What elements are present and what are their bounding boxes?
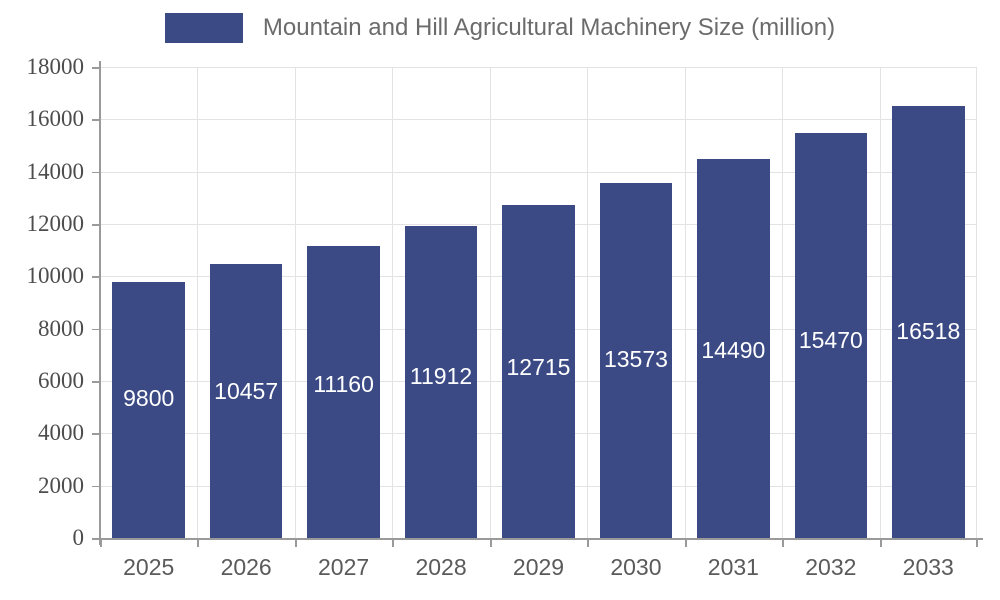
- gridline-horizontal: [100, 171, 977, 173]
- gridline-vertical: [197, 67, 198, 538]
- x-axis-tick-label: 2031: [707, 554, 759, 580]
- gridline-vertical: [295, 67, 296, 538]
- bar[interactable]: [502, 205, 575, 538]
- x-axis-tick-mark: [100, 538, 102, 547]
- y-axis-tick-mark: [92, 433, 100, 435]
- y-axis-spine: [99, 61, 101, 545]
- x-axis-tick-mark: [392, 538, 394, 547]
- x-axis-tick-label: 2029: [512, 554, 565, 580]
- y-axis-tick-label: 18000: [26, 54, 85, 79]
- legend-item[interactable]: Mountain and Hill Agricultural Machinery…: [164, 13, 836, 43]
- bar[interactable]: [599, 182, 673, 538]
- y-axis-tick-label: 4000: [38, 420, 84, 446]
- gridline-horizontal: [100, 67, 977, 68]
- bar[interactable]: [891, 105, 965, 538]
- bar[interactable]: [112, 281, 186, 538]
- bar[interactable]: [307, 245, 380, 538]
- gridline-vertical: [976, 67, 977, 538]
- bar[interactable]: [697, 158, 770, 538]
- legend-swatch-icon: [164, 13, 243, 43]
- y-axis-tick-mark: [92, 67, 100, 69]
- chart-legend: Mountain and Hill Agricultural Machinery…: [0, 8, 1000, 48]
- x-axis-tick-mark: [587, 538, 589, 547]
- y-axis-tick-mark: [92, 171, 100, 174]
- gridline-vertical: [880, 67, 881, 538]
- x-axis-tick-mark: [782, 538, 784, 547]
- y-axis-tick-label: 14000: [26, 158, 85, 184]
- gridline-vertical: [782, 67, 783, 538]
- x-axis-tick-mark: [490, 538, 492, 547]
- y-axis-tick-mark: [92, 119, 100, 121]
- y-axis-tick-mark: [92, 328, 100, 331]
- x-axis-tick-label: 2030: [610, 554, 662, 580]
- y-axis-tick-label: 6000: [38, 368, 84, 393]
- x-axis-tick-label: 2027: [318, 554, 370, 580]
- y-axis-tick-label: 2000: [38, 472, 84, 498]
- y-axis-tick-label: 8000: [38, 315, 84, 341]
- x-axis-tick-label: 2033: [902, 554, 954, 580]
- bar[interactable]: [404, 226, 478, 538]
- x-axis-tick-mark: [197, 538, 199, 547]
- gridline-vertical: [490, 67, 491, 538]
- y-axis-tick-label: 12000: [26, 211, 85, 236]
- x-axis-spine: [93, 538, 983, 540]
- x-axis-tick-mark: [685, 538, 687, 547]
- gridline-vertical: [587, 67, 588, 538]
- y-axis-tick-mark: [92, 381, 100, 383]
- x-axis-tick-label: 2025: [123, 554, 175, 580]
- gridline-vertical: [685, 67, 686, 538]
- x-axis-tick-mark: [880, 538, 882, 547]
- x-axis-tick-label: 2026: [220, 554, 272, 580]
- x-axis-tick-label: 2028: [415, 554, 467, 580]
- y-axis-tick-mark: [92, 485, 100, 488]
- y-axis-tick-label: 16000: [26, 106, 85, 132]
- x-axis-tick-mark: [976, 538, 978, 547]
- legend-item-label: Mountain and Hill Agricultural Machinery…: [262, 14, 836, 41]
- y-axis-tick-mark: [92, 276, 100, 278]
- gridline-vertical: [392, 67, 393, 538]
- x-axis-tick-mark: [295, 538, 297, 547]
- y-axis-tick-mark: [92, 224, 100, 226]
- y-axis-tick-label: 10000: [26, 263, 85, 289]
- y-axis-tick-label: 0: [72, 525, 85, 550]
- bar[interactable]: [209, 264, 283, 538]
- gridline-horizontal: [100, 119, 977, 121]
- plot-area: 9800 10457 11160 11912 12715 13573 14490 15470 1…: [100, 67, 977, 538]
- y-axis-tick-mark: [92, 538, 100, 540]
- x-axis-tick-label: 2032: [805, 554, 857, 580]
- bar[interactable]: [794, 133, 868, 538]
